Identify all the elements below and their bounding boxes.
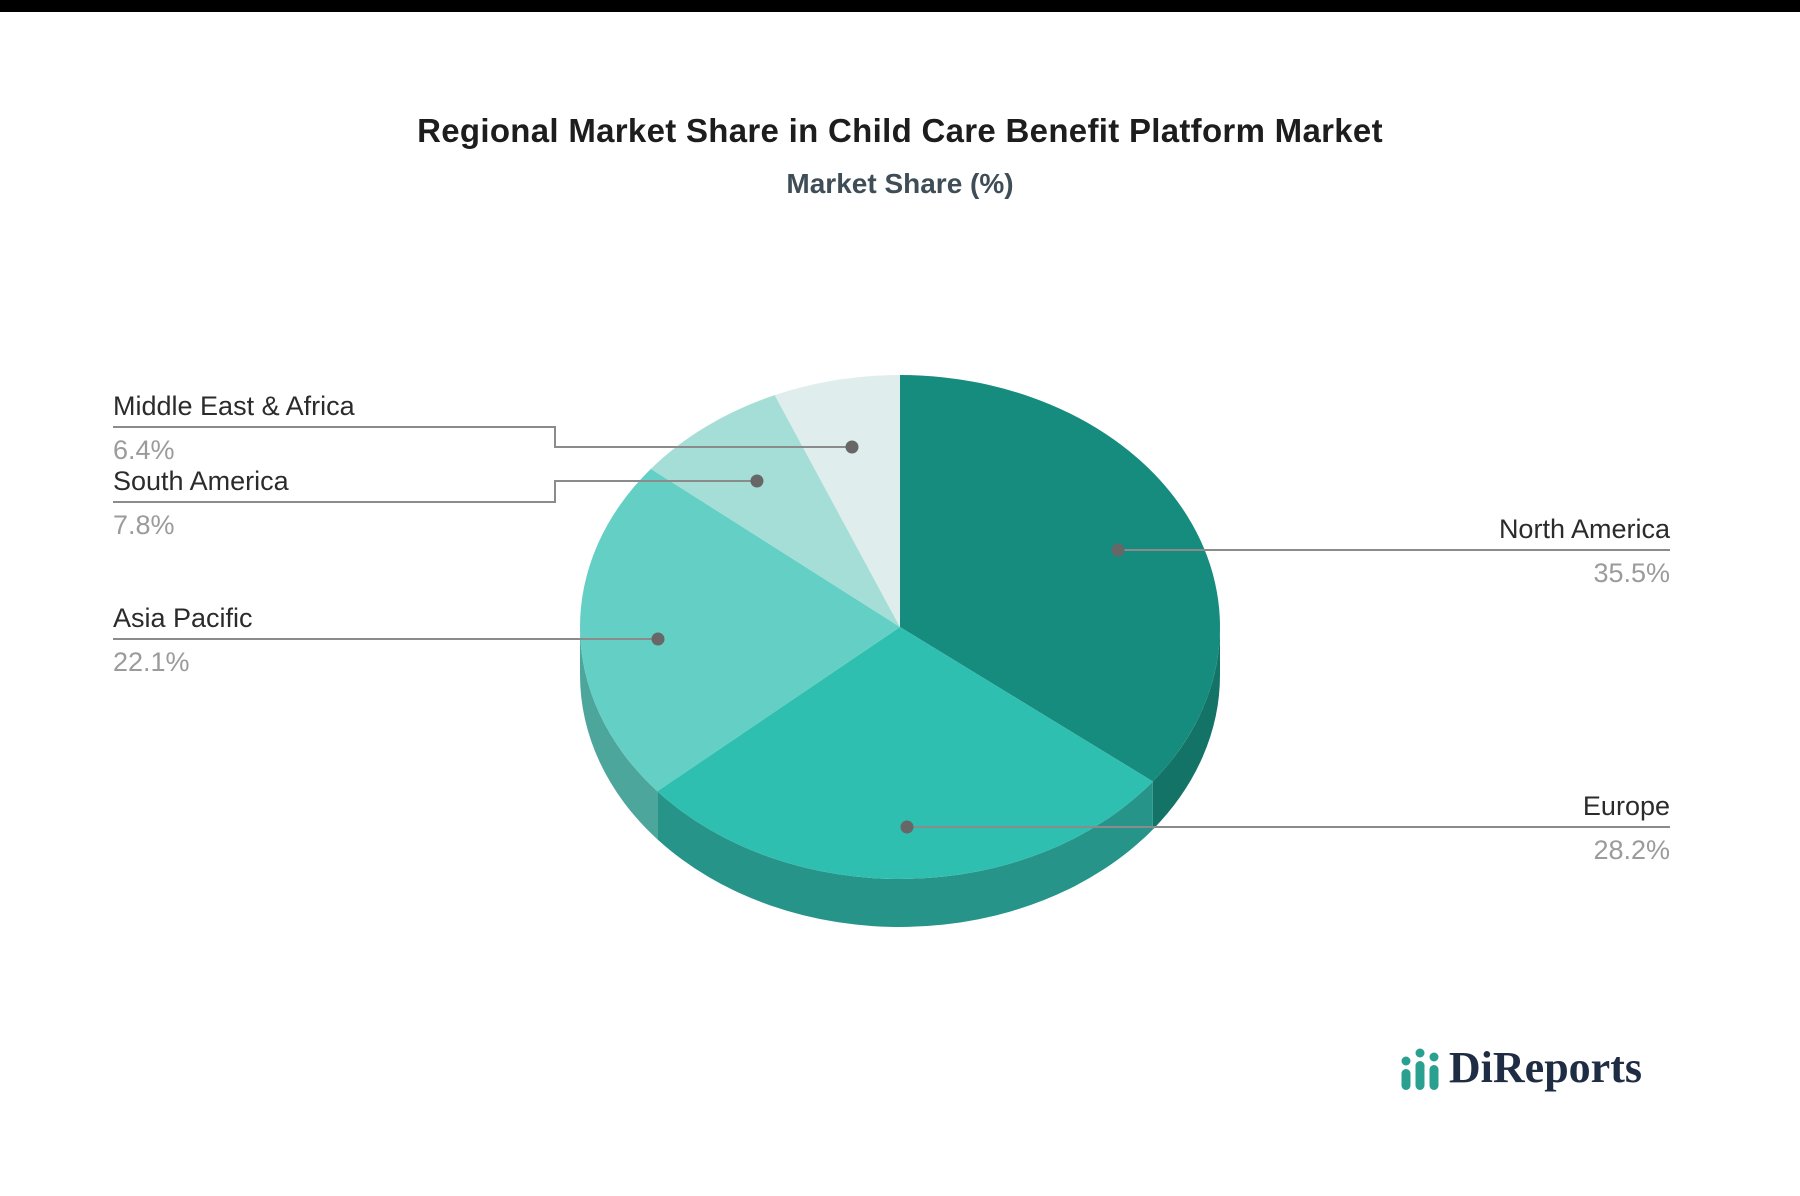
callout-south-america-label: South America	[113, 466, 733, 496]
pie-slice-europe[interactable]	[657, 627, 1153, 880]
slice-value-middle-east-africa: 6.4%	[113, 435, 175, 465]
pie-3d-sides	[580, 627, 1220, 928]
callout-europe-label: Europe	[1250, 791, 1670, 821]
slice-value-europe: 28.2%	[1593, 835, 1670, 865]
pie-slice-north-america[interactable]	[900, 375, 1221, 782]
pie-slice-side-asia-pacific	[580, 627, 658, 840]
top-border	[0, 0, 1800, 12]
pie-slice-south-america[interactable]	[650, 395, 900, 627]
leader-dot-south-america	[750, 474, 764, 488]
pie-slice-middle-east-africa[interactable]	[774, 375, 900, 627]
callout-europe-value: 28.2%	[1250, 835, 1670, 865]
pie-slice-asia-pacific[interactable]	[580, 468, 900, 792]
leader-dot-europe	[900, 820, 914, 834]
direports-logo: DiReports	[1399, 1044, 1642, 1092]
slice-label-asia-pacific: Asia Pacific	[113, 603, 253, 633]
chart-title: Regional Market Share in Child Care Bene…	[417, 112, 1383, 149]
slice-label-europe: Europe	[1582, 791, 1670, 821]
leader-line-middle-east-africa	[113, 426, 852, 448]
leader-dot-asia-pacific	[651, 632, 665, 646]
chart-subtitle: Market Share (%)	[786, 168, 1014, 199]
callout-north-america-value: 35.5%	[1250, 558, 1670, 588]
callout-middle-east-africa-label: Middle East & Africa	[113, 391, 733, 421]
slice-label-north-america: North America	[1498, 514, 1670, 544]
slice-value-asia-pacific: 22.1%	[113, 647, 190, 677]
slice-value-north-america: 35.5%	[1593, 558, 1670, 588]
pie-slices	[580, 375, 1221, 880]
slice-label-south-america: South America	[113, 466, 289, 496]
pie-slice-side-north-america	[1152, 627, 1220, 830]
slice-value-south-america: 7.8%	[113, 510, 175, 540]
callout-south-america-value: 7.8%	[113, 510, 733, 540]
leader-dot-north-america	[1111, 543, 1125, 557]
bar-chart-icon	[1401, 1048, 1439, 1090]
callout-middle-east-africa-value: 6.4%	[113, 435, 733, 465]
slice-label-middle-east-africa: Middle East & Africa	[113, 391, 355, 421]
callout-asia-pacific-value: 22.1%	[113, 647, 733, 677]
leader-lines	[113, 426, 1670, 828]
callout-asia-pacific-label: Asia Pacific	[113, 603, 733, 633]
leader-dot-middle-east-africa	[845, 440, 859, 454]
callout-north-america-label: North America	[1250, 514, 1670, 544]
leader-dots	[651, 440, 1125, 834]
logo-text: DiReports	[1448, 1043, 1642, 1092]
leader-line-south-america	[113, 480, 757, 503]
pie-slice-side-europe	[657, 781, 1153, 928]
